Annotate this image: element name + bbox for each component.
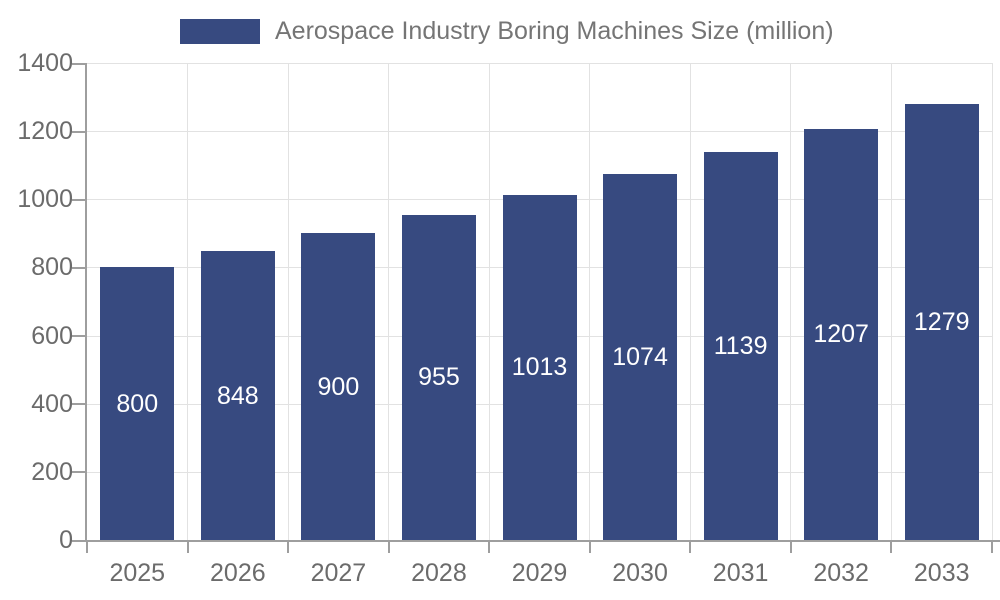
grid-line-vertical bbox=[689, 63, 691, 540]
y-tick-mark bbox=[72, 62, 85, 65]
y-tick-label: 600 bbox=[31, 321, 73, 350]
grid-line-horizontal bbox=[87, 63, 992, 64]
bar: 1207 bbox=[804, 128, 879, 540]
y-tick-label: 1000 bbox=[17, 185, 73, 214]
x-tick-label: 2027 bbox=[310, 559, 367, 587]
bar-value-label: 1013 bbox=[511, 353, 568, 382]
grid-line-vertical bbox=[388, 63, 390, 540]
x-tick-label: 2030 bbox=[612, 559, 668, 587]
x-tick-mark bbox=[387, 540, 390, 553]
y-tick-label: 1200 bbox=[17, 117, 73, 146]
x-tick-mark bbox=[287, 540, 290, 553]
bar: 900 bbox=[301, 233, 376, 540]
bar-value-label: 955 bbox=[418, 363, 460, 392]
bar: 1013 bbox=[502, 194, 577, 540]
grid-line-vertical bbox=[589, 63, 591, 540]
y-tick-mark bbox=[72, 198, 85, 201]
x-tick-label: 2026 bbox=[210, 559, 266, 587]
x-tick-label: 2032 bbox=[813, 559, 869, 587]
bar: 1074 bbox=[603, 174, 678, 540]
grid-line-vertical bbox=[790, 63, 792, 540]
plot-area: 800 848 900 955 1013 1074 1139 1207 1279 bbox=[72, 62, 1000, 553]
bar-value-label: 1207 bbox=[813, 320, 869, 349]
legend-label: Aerospace Industry Boring Machines Size … bbox=[275, 17, 834, 45]
x-tick-mark bbox=[488, 540, 491, 553]
bar-value-label: 800 bbox=[116, 389, 159, 418]
x-tick-mark bbox=[789, 540, 792, 553]
grid-line-vertical bbox=[187, 63, 189, 540]
chart-legend-item[interactable]: Aerospace Industry Boring Machines Size … bbox=[180, 17, 834, 45]
x-tick-label: 2031 bbox=[712, 559, 769, 587]
bar-value-label: 1139 bbox=[713, 331, 768, 360]
grid-line-vertical bbox=[890, 63, 892, 540]
x-tick-label: 2033 bbox=[913, 559, 970, 587]
y-tick-mark bbox=[72, 130, 85, 133]
y-tick-label: 0 bbox=[59, 526, 73, 554]
bar-value-label: 1074 bbox=[612, 343, 668, 372]
y-tick-mark bbox=[72, 335, 85, 338]
x-tick-mark bbox=[86, 540, 88, 553]
y-tick-mark bbox=[72, 403, 85, 406]
x-tick-mark bbox=[186, 540, 189, 553]
x-tick-label: 2028 bbox=[411, 559, 467, 587]
bar: 848 bbox=[200, 251, 275, 540]
x-tick-label: 2029 bbox=[511, 559, 568, 587]
bar-value-label: 900 bbox=[317, 372, 360, 401]
x-tick-mark bbox=[689, 540, 692, 553]
y-tick-mark bbox=[72, 471, 85, 474]
grid-line-vertical bbox=[991, 63, 993, 540]
bar: 955 bbox=[401, 214, 476, 540]
y-tick-mark bbox=[72, 266, 85, 269]
bar-value-label: 848 bbox=[216, 381, 259, 410]
y-tick-label: 400 bbox=[31, 389, 73, 418]
x-tick-mark bbox=[588, 540, 591, 553]
legend-swatch bbox=[180, 18, 260, 44]
x-tick-mark bbox=[890, 540, 893, 553]
y-tick-mark bbox=[72, 539, 85, 542]
bar-value-label: 1279 bbox=[913, 308, 970, 337]
bar: 1139 bbox=[703, 151, 778, 540]
x-tick-label: 2025 bbox=[109, 559, 166, 587]
x-axis-line bbox=[85, 540, 1000, 542]
grid-line-horizontal bbox=[87, 131, 992, 133]
y-tick-label: 1400 bbox=[17, 49, 73, 77]
y-tick-label: 200 bbox=[31, 457, 73, 486]
bar: 800 bbox=[100, 267, 175, 540]
grid-line-vertical bbox=[488, 63, 490, 540]
grid-line-vertical bbox=[287, 63, 289, 540]
x-tick-mark bbox=[991, 540, 993, 553]
y-tick-label: 800 bbox=[31, 253, 73, 282]
y-axis-line bbox=[85, 63, 87, 540]
bar: 1279 bbox=[904, 104, 979, 540]
